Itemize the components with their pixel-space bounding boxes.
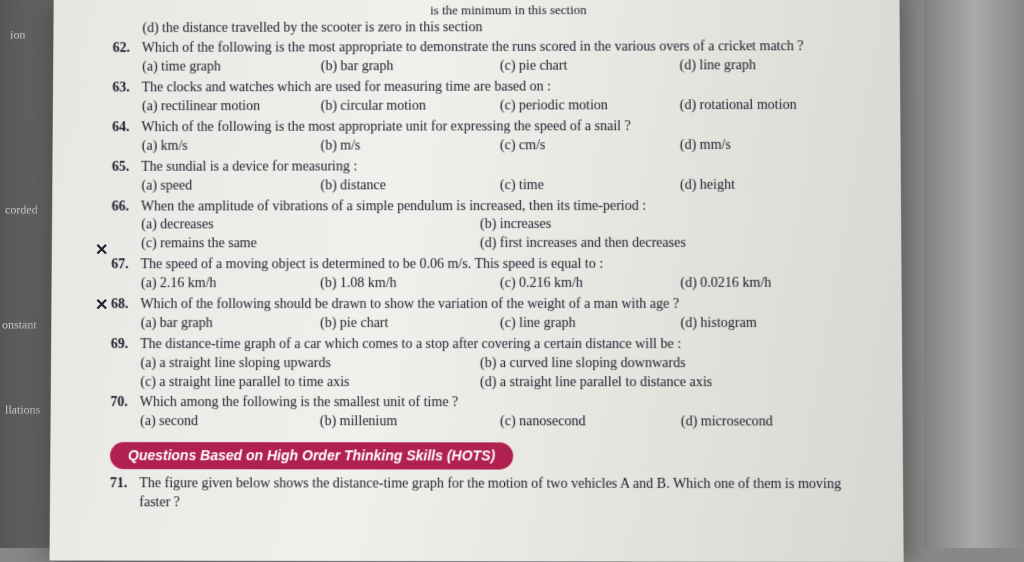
question-text: The sundial is a device for measuring : <box>141 157 860 177</box>
question-text: Which of the following is the most appro… <box>141 118 859 138</box>
option-a: (a) second <box>140 413 320 432</box>
option-b: (b) increases <box>480 216 821 235</box>
option-a: (a) a straight line sloping upwards <box>140 355 480 374</box>
question-69: 69. The distance-time graph of a car whi… <box>110 336 862 393</box>
option-c: (c) pie chart <box>500 58 680 77</box>
option-d: (d) microsecond <box>681 414 862 433</box>
question-number: 71. <box>110 475 136 494</box>
question-text: Which of the following should be drawn t… <box>140 296 861 315</box>
option-b: (b) a curved line sloping downwards <box>480 355 822 374</box>
question-number: 65. <box>112 159 138 178</box>
option-d: (d) mm/s <box>680 137 861 156</box>
option-c: (c) remains the same <box>141 235 480 254</box>
question-number: 66. <box>112 198 138 217</box>
question-number: 68. <box>111 296 137 315</box>
option-c: (c) 0.216 km/h <box>500 275 680 294</box>
option-a: (a) decreases <box>141 217 480 236</box>
spine-label: onstant <box>2 318 37 333</box>
pen-mark-icon: ✕ <box>95 240 108 260</box>
question-65: 65. The sundial is a device for measurin… <box>112 157 861 196</box>
question-63: 63. The clocks and watches which are use… <box>112 78 860 117</box>
option-b: (b) millenium <box>320 414 500 433</box>
option-b: (b) bar graph <box>321 58 500 77</box>
option-d-partial: (d) the distance travelled by the scoote… <box>142 18 859 39</box>
question-text: The figure given below shows the distanc… <box>139 475 862 514</box>
question-text: The clocks and watches which are used fo… <box>142 78 860 98</box>
option-d: (d) line graph <box>680 57 860 76</box>
question-67: 67. The speed of a moving object is dete… <box>111 256 861 294</box>
option-c: (c) periodic motion <box>500 97 680 116</box>
question-text: When the amplitude of vibrations of a si… <box>141 197 860 217</box>
question-number: 69. <box>111 336 137 355</box>
option-a: (a) speed <box>141 177 320 196</box>
question-text: Which of the following is the most appro… <box>142 39 859 60</box>
textbook-page: is the minimum in this section (d) the d… <box>50 0 904 562</box>
question-64: 64. Which of the following is the most a… <box>112 118 860 157</box>
option-a: (a) km/s <box>142 138 321 157</box>
option-c: (c) cm/s <box>500 137 680 156</box>
option-b: (b) m/s <box>321 137 500 156</box>
option-c: (c) line graph <box>500 315 681 334</box>
question-number: 62. <box>113 40 139 59</box>
spine-label: corded <box>5 203 38 218</box>
option-a: (a) rectilinear motion <box>142 98 321 117</box>
option-b: (b) circular motion <box>321 98 500 117</box>
question-71: 71. The figure given below shows the dis… <box>110 475 863 514</box>
option-d: (d) rotational motion <box>680 97 860 116</box>
question-68: 68. Which of the following should be dra… <box>111 296 862 334</box>
question-text: The speed of a moving object is determin… <box>141 256 861 275</box>
spine-label: llations <box>5 403 40 418</box>
question-number: 67. <box>111 257 137 276</box>
option-a: (a) time graph <box>142 59 321 78</box>
option-b: (b) pie chart <box>320 315 500 334</box>
question-text: The distance-time graph of a car which c… <box>140 336 861 355</box>
question-62: 62. Which of the following is the most a… <box>112 39 859 78</box>
option-d: (d) a straight line parallel to distance… <box>480 374 822 393</box>
option-a: (a) 2.16 km/h <box>141 275 320 294</box>
question-number: 64. <box>112 119 138 138</box>
question-text: Which among the following is the smalles… <box>140 394 862 413</box>
option-d: (d) first increases and then decreases <box>480 235 821 254</box>
option-c: (c) a straight line parallel to time axi… <box>140 374 480 393</box>
question-66: 66. When the amplitude of vibrations of … <box>111 197 861 254</box>
hots-heading: Questions Based on High Order Thinking S… <box>110 442 513 469</box>
pen-mark-icon: ✕ <box>95 295 108 315</box>
question-number: 63. <box>112 80 138 99</box>
option-b: (b) 1.08 km/h <box>320 275 500 294</box>
option-c: (c) nanosecond <box>500 414 681 433</box>
option-b: (b) distance <box>320 177 500 196</box>
spine-label: ion <box>10 28 25 43</box>
partial-line-top: is the minimum in this section <box>430 0 859 19</box>
question-70: 70. Which among the following is the sma… <box>110 394 862 432</box>
option-d: (d) height <box>680 176 861 195</box>
page-curl-shadow <box>924 0 1024 548</box>
option-d: (d) 0.0216 km/h <box>680 275 861 294</box>
option-d: (d) histogram <box>680 315 861 334</box>
option-a: (a) bar graph <box>141 315 320 334</box>
question-number: 70. <box>110 394 136 413</box>
option-c: (c) time <box>500 177 680 196</box>
